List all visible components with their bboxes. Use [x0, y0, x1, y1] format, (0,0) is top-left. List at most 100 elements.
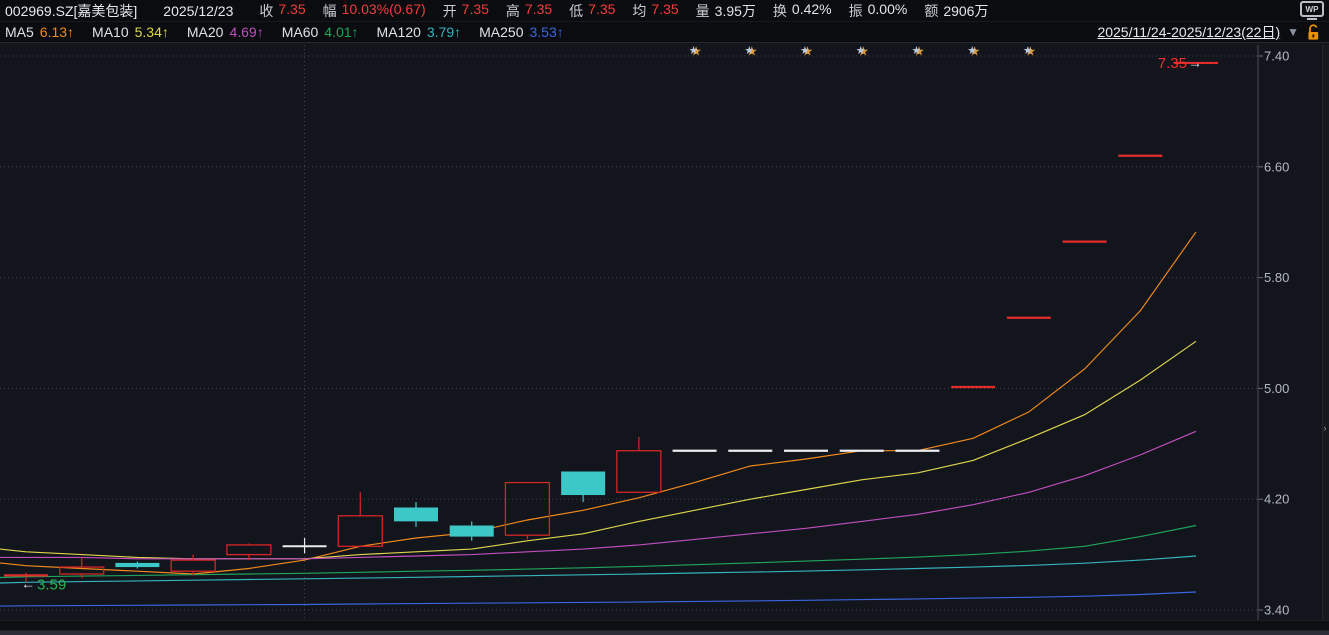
- ma-legend-bar: MA5 6.13↑ MA10 5.34↑ MA20 4.69↑ MA60 4.01↑ MA120…: [0, 22, 1329, 43]
- quote-field-value: 7.35: [588, 0, 616, 17]
- ma-legend-items: MA5 6.13↑ MA10 5.34↑ MA20 4.69↑ MA60 4.01↑ MA120…: [5, 24, 564, 40]
- bottom-strip: [0, 630, 1329, 635]
- candle-12-08[interactable]: [561, 471, 606, 502]
- quote-field-label: 均: [632, 2, 647, 19]
- quote-field: 高 7.35: [506, 1, 552, 21]
- quote-field: 换 0.42%: [773, 1, 832, 21]
- quote-field-value: 3.95万: [714, 2, 756, 19]
- quote-field-value: 10.03%(0.67): [341, 0, 426, 17]
- ma-legend-label: MA10: [92, 24, 129, 40]
- date-range-selector[interactable]: 2025/11/24-2025/12/23(22日): [1097, 24, 1281, 40]
- quote-field: 低 7.35: [569, 1, 615, 21]
- candle-body-down: [449, 525, 494, 537]
- trade-date: 2025/12/23: [163, 2, 234, 19]
- ma-legend-value: 3.53↑: [529, 24, 564, 40]
- event-star-front: ★: [744, 45, 754, 57]
- event-star-icon[interactable]: ★★: [1023, 44, 1036, 59]
- candle-12-04[interactable]: [449, 521, 494, 541]
- ma-legend-item: MA20 4.69↑: [187, 24, 264, 40]
- ma120-line: [0, 555, 1197, 584]
- quote-field-label: 额: [924, 2, 939, 19]
- ma-legend-item: MA60 4.01↑: [282, 24, 359, 40]
- bottom-gap: [0, 621, 1329, 631]
- event-star-back: ★: [913, 44, 925, 59]
- quote-field-value: 7.35: [524, 0, 553, 17]
- y-axis-label: 3.40: [1264, 603, 1289, 618]
- event-star-front: ★: [911, 45, 921, 57]
- quote-field-value: 7.35: [278, 0, 306, 17]
- event-star-icon[interactable]: ★★: [967, 44, 980, 59]
- wp-monitor-stand: [1307, 18, 1317, 20]
- candle-11-25[interactable]: [59, 557, 105, 579]
- candle-11-24[interactable]: [4, 572, 48, 583]
- candle-body-up: [226, 544, 272, 556]
- wp-monitor-icon[interactable]: WP: [1300, 1, 1324, 20]
- event-star-back: ★: [969, 44, 981, 59]
- candle-body-up: [337, 515, 383, 547]
- ma-legend-item: MA250 3.53↑: [479, 24, 564, 40]
- candle-body-down: [393, 507, 438, 522]
- quote-field-value: 0.00%: [867, 0, 908, 17]
- quote-field-value: 7.35: [651, 0, 679, 17]
- quote-field-label: 低: [569, 2, 584, 19]
- quote-field: 开 7.35: [443, 1, 489, 21]
- candle-12-01[interactable]: [282, 537, 327, 554]
- event-star-icon[interactable]: ★★: [744, 44, 757, 59]
- candle-11-26[interactable]: [115, 561, 160, 569]
- quote-field: 量 3.95万: [696, 1, 756, 21]
- ma-legend-value: 3.79↑: [426, 24, 462, 40]
- candle-12-02[interactable]: [337, 492, 383, 547]
- quote-field-value: 7.35: [461, 0, 489, 17]
- event-star-icon[interactable]: ★★: [689, 44, 702, 59]
- event-star-front: ★: [1023, 45, 1033, 57]
- candle-body-up: [616, 450, 662, 493]
- event-star-back: ★: [746, 44, 758, 59]
- quote-field-label: 振: [848, 2, 863, 19]
- event-star-front: ★: [800, 45, 810, 57]
- event-star-back: ★: [1025, 44, 1037, 59]
- high-marker-arrow: →: [1188, 54, 1202, 70]
- ma-legend-value: 5.34↑: [134, 24, 169, 40]
- ma-legend-value: 4.01↑: [324, 24, 359, 40]
- event-star-icon[interactable]: ★★: [800, 44, 813, 59]
- chevron-down-icon[interactable]: ▼: [1287, 25, 1299, 39]
- quote-field: 幅 10.03%(0.67): [323, 1, 426, 21]
- ma10-line: [0, 340, 1197, 560]
- candle-11-28[interactable]: [226, 543, 272, 561]
- wp-monitor-icon-label: WP: [1300, 1, 1324, 18]
- y-axis-label: 5.00: [1264, 381, 1289, 396]
- right-edge-strip: [1323, 45, 1329, 635]
- ma-legend-label: MA20: [186, 24, 224, 40]
- ma-legend-item: MA120 3.79↑: [377, 24, 462, 40]
- quote-field: 均 7.35: [632, 1, 678, 21]
- ma-legend-value: 4.69↑: [229, 24, 264, 40]
- quote-header-bar: 002969.SZ[嘉美包装] 2025/12/23 收 7.35 幅 10.03%(…: [0, 0, 1329, 22]
- ma60-line: [0, 524, 1197, 579]
- candle-11-27[interactable]: [170, 554, 216, 576]
- quote-field-label: 换: [772, 2, 787, 19]
- event-star-icon[interactable]: ★★: [911, 44, 924, 59]
- ma-legend-item: MA5 6.13↑: [5, 24, 74, 40]
- candle-12-09[interactable]: [616, 436, 662, 493]
- event-star-icon[interactable]: ★★: [856, 44, 869, 59]
- ma-legend-label: MA60: [281, 24, 319, 40]
- quote-field: 收 7.35: [259, 1, 305, 21]
- ma20-line: [0, 430, 1197, 560]
- low-marker-arrow: ←: [21, 576, 35, 592]
- candle-12-03[interactable]: [393, 501, 438, 527]
- event-star-back: ★: [690, 44, 702, 59]
- date-range-group: 2025/11/24-2025/12/23(22日) ▼: [1097, 22, 1321, 42]
- quote-field-value: 0.42%: [791, 0, 832, 17]
- y-axis-label: 5.80: [1264, 270, 1289, 285]
- quote-field-label: 高: [505, 2, 520, 19]
- ma-legend-value: 6.13↑: [39, 24, 75, 40]
- unlock-icon[interactable]: [1306, 23, 1321, 41]
- ma5-line: [0, 231, 1197, 575]
- ma-legend-label: MA250: [479, 24, 524, 40]
- candle-body-up: [504, 481, 551, 536]
- candle-12-05[interactable]: [504, 481, 551, 540]
- panel-collapse-arrow[interactable]: ›: [1324, 423, 1327, 433]
- quote-field-label: 开: [442, 2, 457, 19]
